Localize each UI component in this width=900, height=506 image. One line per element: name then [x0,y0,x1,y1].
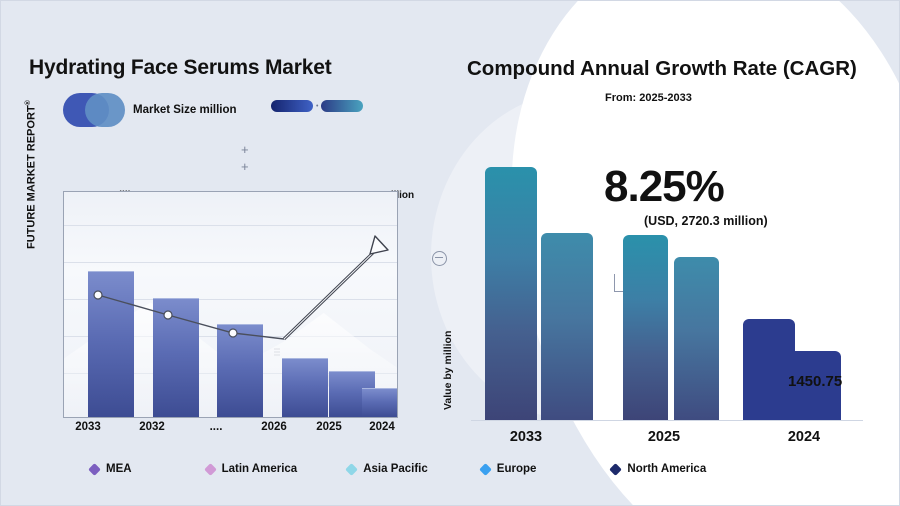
cagr-subtitle: From: 2025-2033 [605,92,692,104]
legend-swatch-north-america [609,462,623,476]
cagr-value: 8.25% [604,162,725,211]
bar-2024-lower [789,351,841,421]
legend-swatch-latin-america [203,462,217,476]
legend-label-europe: Europe [496,463,537,475]
legend: MEA Latin America Asia Pacific Europe No… [1,462,899,476]
right-x-label-2024: 2024 [787,429,821,445]
left-bar-chart [63,191,398,418]
right-chart-baseline [471,420,863,421]
legend-item-europe[interactable]: Europe [478,462,537,476]
cagr-unit: (USD, 2720.3 million) [644,214,768,228]
legend-label-mea: MEA [106,463,132,475]
bar-2025-upper [623,235,668,421]
bar-2033-lower [541,233,593,421]
market-size-legend: Market Size million [63,93,237,127]
x-label-2025: 2025 [316,421,342,433]
x-label-2033: 2033 [75,421,101,433]
bar-mid [217,324,263,417]
bar-2024-upper [743,319,795,421]
legend-swatch-europe [478,462,492,476]
market-size-legend-label: Market Size million [133,104,237,116]
document-watermark-icon [274,348,280,356]
x-label-2032: 2032 [139,421,165,433]
right-bar-chart [471,151,871,421]
right-chart-value-label: 1450.75 [788,373,843,390]
legend-item-north-america[interactable]: North America [609,462,707,476]
pill-decoration: • [271,100,364,112]
legend-label-north-america: North America [627,463,707,475]
legend-label-asia-pacific: Asia Pacific [363,463,428,475]
right-x-label-2025: 2025 [647,429,681,445]
legend-item-asia-pacific[interactable]: Asia Pacific [345,462,428,476]
bar-2033-upper [485,167,537,421]
page-title: Hydrating Face Serums Market [29,56,332,79]
plus-decoration-icon: + + [241,142,249,174]
bar-2026 [282,358,328,417]
legend-swatch-asia-pacific [345,462,359,476]
bar-2024 [362,388,397,417]
x-label-2024: 2024 [369,421,395,433]
pill-icon-left [271,100,313,112]
legend-item-mea[interactable]: MEA [88,462,132,476]
legend-label-latin-america: Latin America [221,463,298,475]
hexagon-icon [63,93,125,127]
cagr-title: Compound Annual Growth Rate (CAGR) [467,57,857,80]
y-axis-label-left: FUTURE MARKET REPORT® [25,100,38,249]
x-label-mid: .... [209,421,223,433]
pill-icon-right [321,100,364,112]
growth-arrow-icon [282,235,389,341]
x-label-2026: 2026 [261,421,287,433]
bar-2025-lower [674,257,719,421]
legend-item-latin-america[interactable]: Latin America [203,462,298,476]
y-axis-label-right: Value by million [442,330,454,410]
legend-swatch-mea [88,462,101,476]
circle-minus-icon [432,251,447,266]
trend-line [93,235,389,341]
right-x-label-2033: 2033 [509,429,543,445]
pill-separator-icon: • [316,102,319,110]
